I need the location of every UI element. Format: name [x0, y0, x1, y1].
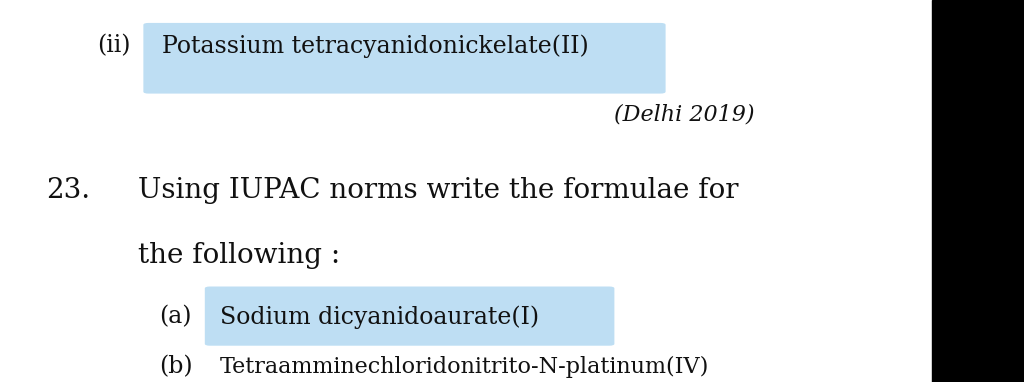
- Text: Using IUPAC norms write the formulae for: Using IUPAC norms write the formulae for: [138, 178, 738, 204]
- Text: 23.: 23.: [46, 178, 90, 204]
- Text: (b): (b): [159, 355, 193, 378]
- Text: (ii): (ii): [97, 34, 131, 57]
- Text: Tetraamminechloridonitrito-N-platinum(IV): Tetraamminechloridonitrito-N-platinum(IV…: [220, 356, 710, 378]
- Text: Potassium tetracyanidonickelate(II): Potassium tetracyanidonickelate(II): [162, 34, 589, 58]
- Text: (a): (a): [159, 306, 191, 329]
- Text: Sodium dicyanidoaurate(I): Sodium dicyanidoaurate(I): [220, 305, 540, 329]
- Text: the following :: the following :: [138, 243, 341, 269]
- Text: (Delhi 2019): (Delhi 2019): [614, 104, 755, 126]
